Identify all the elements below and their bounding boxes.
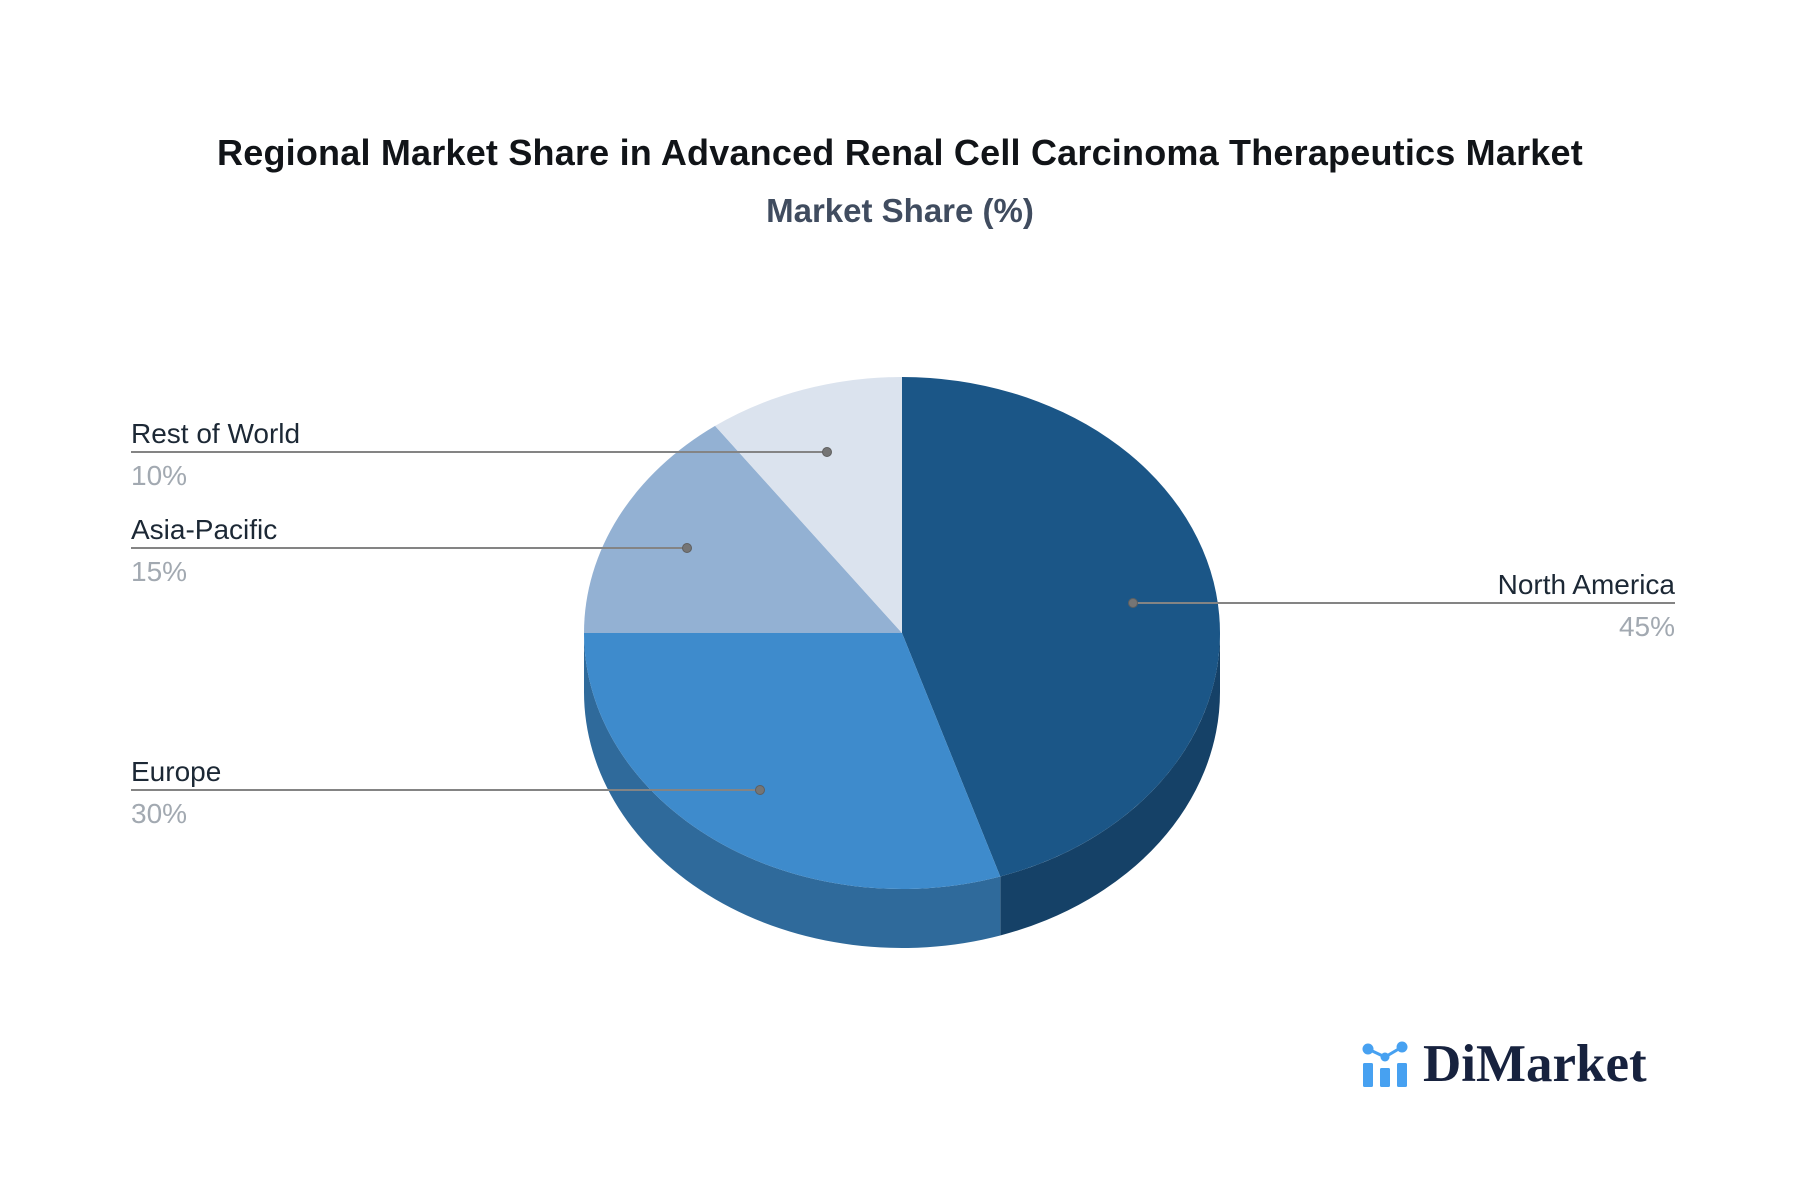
- pie-slices: [584, 377, 1220, 889]
- pie-slice-rest-of-world[interactable]: [715, 377, 902, 633]
- callout-value-asia-pacific: 15%: [131, 556, 188, 587]
- callout-label-asia-pacific: Asia-Pacific: [131, 514, 278, 545]
- pie-slice-side-europe: [584, 633, 1001, 949]
- callout-label-rest-of-world: Rest of World: [131, 418, 301, 449]
- chart-title: Regional Market Share in Advanced Renal …: [217, 132, 1583, 173]
- callout-dot-europe: [755, 785, 765, 795]
- callout-dots: [682, 447, 1138, 795]
- callout-dot-rest-of-world: [822, 447, 832, 457]
- pie-3d-sides: [584, 633, 1220, 949]
- callout-value-north-america: 45%: [1618, 611, 1675, 642]
- callout-dot-asia-pacific: [682, 543, 692, 553]
- dimarket-logo: DiMarket: [1360, 1035, 1647, 1093]
- callout-lines: [131, 451, 1675, 791]
- pie-slice-asia-pacific[interactable]: [584, 425, 902, 633]
- callout-value-europe: 30%: [131, 798, 188, 829]
- callout-label-europe: Europe: [131, 756, 222, 787]
- callout-dot-north-america: [1128, 598, 1138, 608]
- bar-line-chart-icon: [1362, 1041, 1408, 1087]
- callout-label-north-america: North America: [1497, 569, 1675, 600]
- pie-slice-side-north-america: [1000, 633, 1220, 936]
- dimarket-logo-text: DiMarket: [1423, 1035, 1647, 1093]
- pie-slice-europe[interactable]: [584, 633, 1001, 889]
- chart-subtitle: Market Share (%): [766, 192, 1034, 229]
- callout-value-rest-of-world: 10%: [131, 460, 188, 491]
- pie-slice-north-america[interactable]: [902, 377, 1220, 877]
